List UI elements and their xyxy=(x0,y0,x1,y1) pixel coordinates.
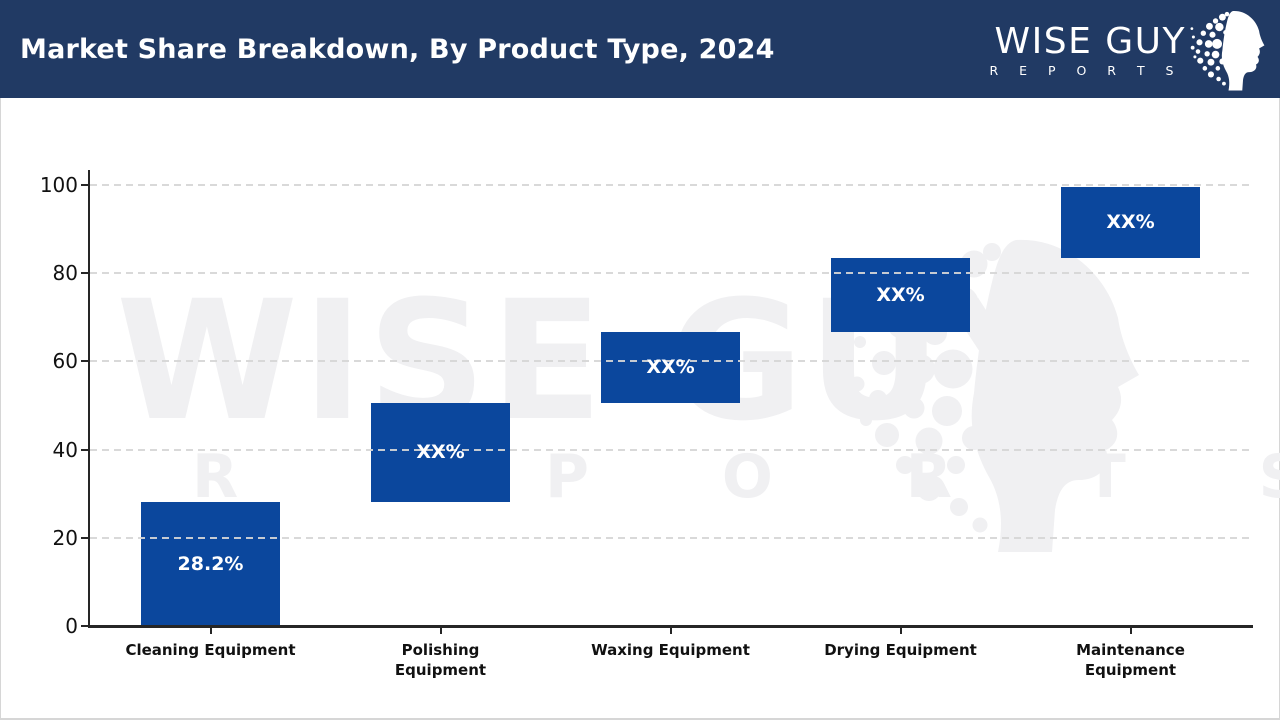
x-axis-tick xyxy=(209,627,212,634)
header-bar: Market Share Breakdown, By Product Type,… xyxy=(0,0,1280,98)
bar-value-label: 28.2% xyxy=(177,552,244,575)
gridline xyxy=(90,360,1253,363)
x-axis-category-label: Cleaning Equipment xyxy=(125,641,296,659)
bar-value-label: XX% xyxy=(876,284,925,307)
y-axis-tick xyxy=(81,448,89,451)
x-axis-category-label: Waxing Equipment xyxy=(591,641,750,659)
y-axis-tick-label: 40 xyxy=(52,437,78,462)
brand-name: WISE GUY xyxy=(994,21,1186,62)
gridline xyxy=(90,536,1253,539)
gridline xyxy=(90,448,1253,451)
y-axis-line xyxy=(88,170,90,627)
x-axis-tick xyxy=(1129,627,1132,634)
y-axis-tick-label: 0 xyxy=(65,614,78,638)
x-axis-category-label: Polishing Equipment xyxy=(394,641,487,679)
x-axis-category-label: Drying Equipment xyxy=(824,641,977,659)
bar-value-label: XX% xyxy=(416,441,465,464)
bar-segment xyxy=(141,501,280,626)
bar-segment xyxy=(371,403,510,502)
y-axis-tick-label: 60 xyxy=(52,349,78,374)
y-axis-tick xyxy=(81,360,89,363)
gridline xyxy=(90,184,1253,186)
x-axis-line xyxy=(88,625,1253,628)
page-title: Market Share Breakdown, By Product Type,… xyxy=(20,33,775,65)
bar-segment xyxy=(601,332,740,404)
gridline xyxy=(90,272,1253,275)
bar-value-label: XX% xyxy=(646,356,695,379)
x-axis-tick xyxy=(899,627,902,634)
y-axis-tick xyxy=(81,272,89,275)
brand-logo: WISE GUY R E P O R T S xyxy=(989,6,1266,94)
y-axis-tick-label: 20 xyxy=(52,525,78,550)
y-axis-tick xyxy=(81,536,89,539)
x-axis-tick xyxy=(669,627,672,634)
y-axis-tick xyxy=(81,625,89,627)
y-axis-tick xyxy=(81,184,89,186)
y-axis-tick-label: 80 xyxy=(52,261,78,286)
x-axis-category-label: Maintenance Equipment xyxy=(1076,641,1185,679)
x-axis-tick xyxy=(439,627,442,634)
dotted-head-profile-icon xyxy=(1190,11,1265,91)
brand-subtitle: R E P O R T S xyxy=(989,63,1182,78)
y-axis-tick-label: 100 xyxy=(39,173,78,197)
bar-value-label: XX% xyxy=(1106,211,1155,234)
